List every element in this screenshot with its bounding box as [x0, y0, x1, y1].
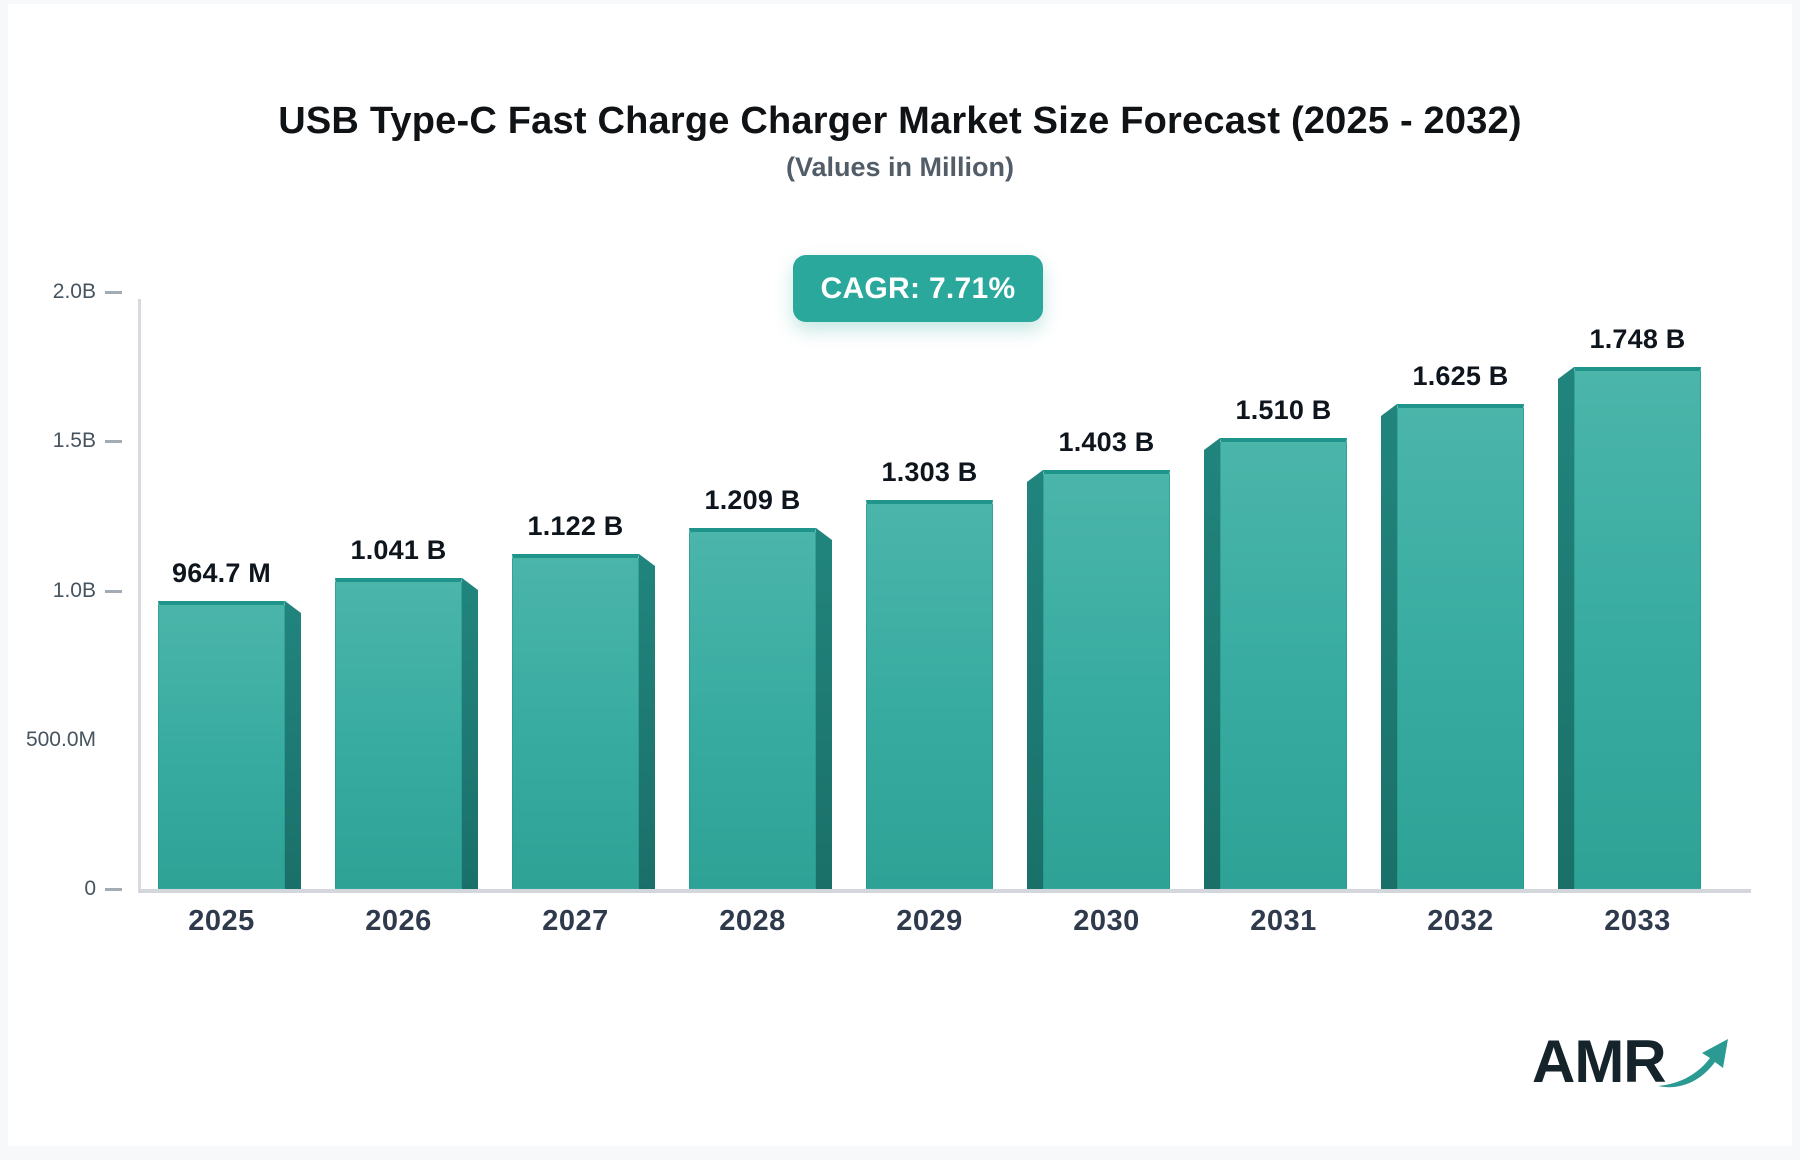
bar-2025[interactable] [158, 601, 285, 889]
plot-area: 2.0B 1.5B 1.0B 500.0M 0 964.7 M 2025 1.041 B 202… [8, 4, 1800, 1160]
bar-side-2032 [1381, 404, 1397, 889]
y-axis-line [138, 299, 141, 893]
x-label-2029: 2029 [896, 905, 963, 937]
bar-side-2025 [285, 601, 301, 889]
x-label-2027: 2027 [542, 905, 609, 937]
value-label-2029: 1.303 B [881, 457, 978, 487]
x-axis-baseline [139, 889, 1751, 893]
value-label-2030: 1.403 B [1058, 427, 1155, 457]
bar-2033[interactable] [1574, 367, 1701, 889]
y-tick-label-2.0B: 2.0B [52, 280, 96, 303]
value-label-2027: 1.122 B [527, 511, 624, 541]
growth-arrow-icon [1657, 1039, 1728, 1088]
bar-side-2028 [816, 528, 832, 889]
value-label-2028: 1.209 B [704, 485, 801, 515]
x-label-2026: 2026 [365, 905, 432, 937]
y-tick-label-500.0M: 500.0M [25, 728, 96, 751]
x-label-2028: 2028 [719, 905, 786, 937]
x-label-2033: 2033 [1604, 905, 1671, 937]
value-label-2033: 1.748 B [1589, 324, 1686, 354]
y-tick-dash-1.5B [105, 440, 122, 443]
cagr-badge: CAGR: 7.71% [793, 255, 1043, 322]
bar-side-2033 [1558, 367, 1574, 889]
bar-2031[interactable] [1220, 438, 1347, 889]
bar-2028[interactable] [689, 528, 816, 889]
chart-canvas: USB Type-C Fast Charge Charger Market Si… [8, 4, 1792, 1146]
y-tick-dash-2.0B [105, 291, 122, 294]
amr-logo: AMR [1532, 1032, 1730, 1094]
bar-2027[interactable] [512, 554, 639, 889]
y-tick-label-0: 0 [84, 877, 96, 900]
bar-side-2030 [1027, 470, 1043, 889]
y-tick-dash-0 [105, 888, 122, 891]
value-label-2031: 1.510 B [1235, 395, 1332, 425]
bar-side-2026 [462, 578, 478, 889]
y-tick-dash-1.0B [105, 590, 122, 593]
x-label-2032: 2032 [1427, 905, 1494, 937]
value-label-2026: 1.041 B [350, 535, 447, 565]
value-label-2032: 1.625 B [1412, 361, 1509, 391]
chart-title: USB Type-C Fast Charge Charger Market Si… [278, 100, 1522, 142]
y-tick-label-1.0B: 1.0B [52, 579, 96, 602]
y-tick-label-1.5B: 1.5B [52, 429, 96, 452]
cagr-badge-label: CAGR: 7.71% [820, 271, 1016, 305]
bar-side-2027 [639, 554, 655, 889]
bar-2030[interactable] [1043, 470, 1170, 889]
bar-2026[interactable] [335, 578, 462, 889]
bar-2032[interactable] [1397, 404, 1524, 889]
x-label-2025: 2025 [188, 905, 255, 937]
value-label-2025: 964.7 M [172, 558, 271, 588]
amr-logo-text: AMR [1532, 1028, 1667, 1095]
x-label-2031: 2031 [1250, 905, 1317, 937]
chart-subtitle: (Values in Million) [785, 152, 1015, 182]
bar-side-2031 [1204, 438, 1220, 889]
x-label-2030: 2030 [1073, 905, 1140, 937]
bar-2029[interactable] [866, 500, 993, 889]
